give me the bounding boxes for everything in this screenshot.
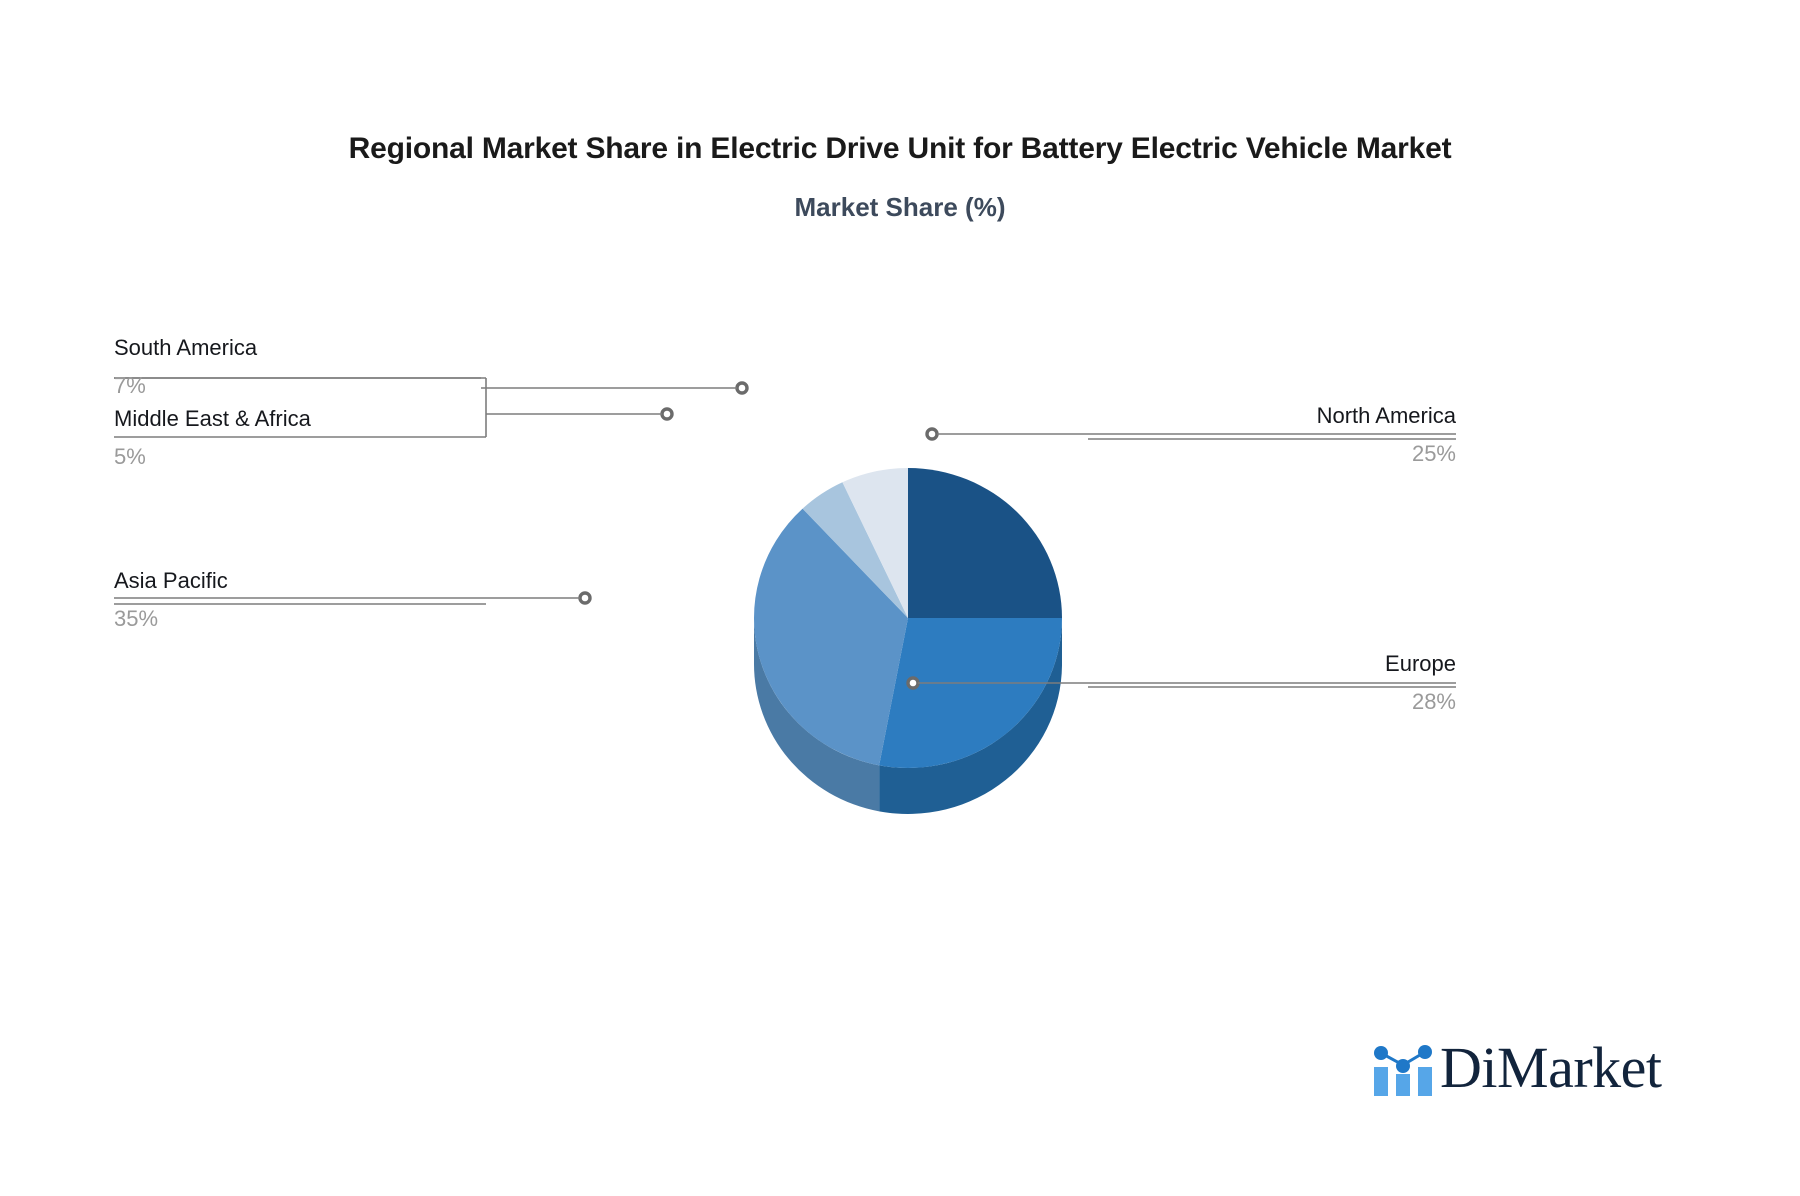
pie-slice-side [879, 619, 1062, 814]
dimarket-logo: DiMarket [1372, 1032, 1662, 1104]
logo-wordmark: DiMarket [1440, 1035, 1662, 1100]
callout-value-asia-pacific: 35% [114, 606, 159, 632]
callout-value-south-america: 7% [114, 373, 146, 399]
pie-slice[interactable] [842, 468, 908, 618]
pie-slice[interactable] [879, 618, 1062, 768]
callout-value-europe: 28% [1411, 689, 1456, 715]
callout-south-america: South America 7% [114, 336, 486, 397]
callout-label-europe: Europe [1385, 651, 1456, 676]
pie-slice[interactable] [908, 468, 1062, 618]
callout-label-north-america: North America [1316, 403, 1456, 428]
callout-value-middle-east-africa: 5% [114, 444, 146, 470]
pie-slice-side [754, 616, 880, 812]
callout-asia-pacific: Asia Pacific 35% [114, 569, 486, 630]
leader-lines [114, 377, 1456, 690]
callout-label-asia-pacific: Asia Pacific [114, 568, 228, 593]
pie-3d-body [754, 468, 1062, 814]
callout-europe: Europe 28% [1088, 652, 1456, 713]
callout-north-america: North America 25% [1088, 404, 1456, 465]
callout-label-south-america: South America [114, 335, 258, 360]
bar-chart-icon [1374, 1045, 1432, 1096]
pie-slice[interactable] [754, 508, 908, 766]
pie-slice[interactable] [802, 482, 908, 618]
leader-dot [660, 407, 674, 421]
callout-middle-east-africa: Middle East & Africa 5% [114, 407, 486, 468]
leader-dot [735, 381, 749, 395]
chart-title: Regional Market Share in Electric Drive … [348, 132, 1452, 165]
chart-subtitle: Market Share (%) [794, 192, 1006, 222]
callout-label-middle-east-africa: Middle East & Africa [114, 406, 311, 431]
leader-dot [925, 427, 939, 441]
leader-dot [906, 676, 920, 690]
callout-value-north-america: 25% [1411, 441, 1456, 467]
leader-dot [578, 591, 592, 605]
